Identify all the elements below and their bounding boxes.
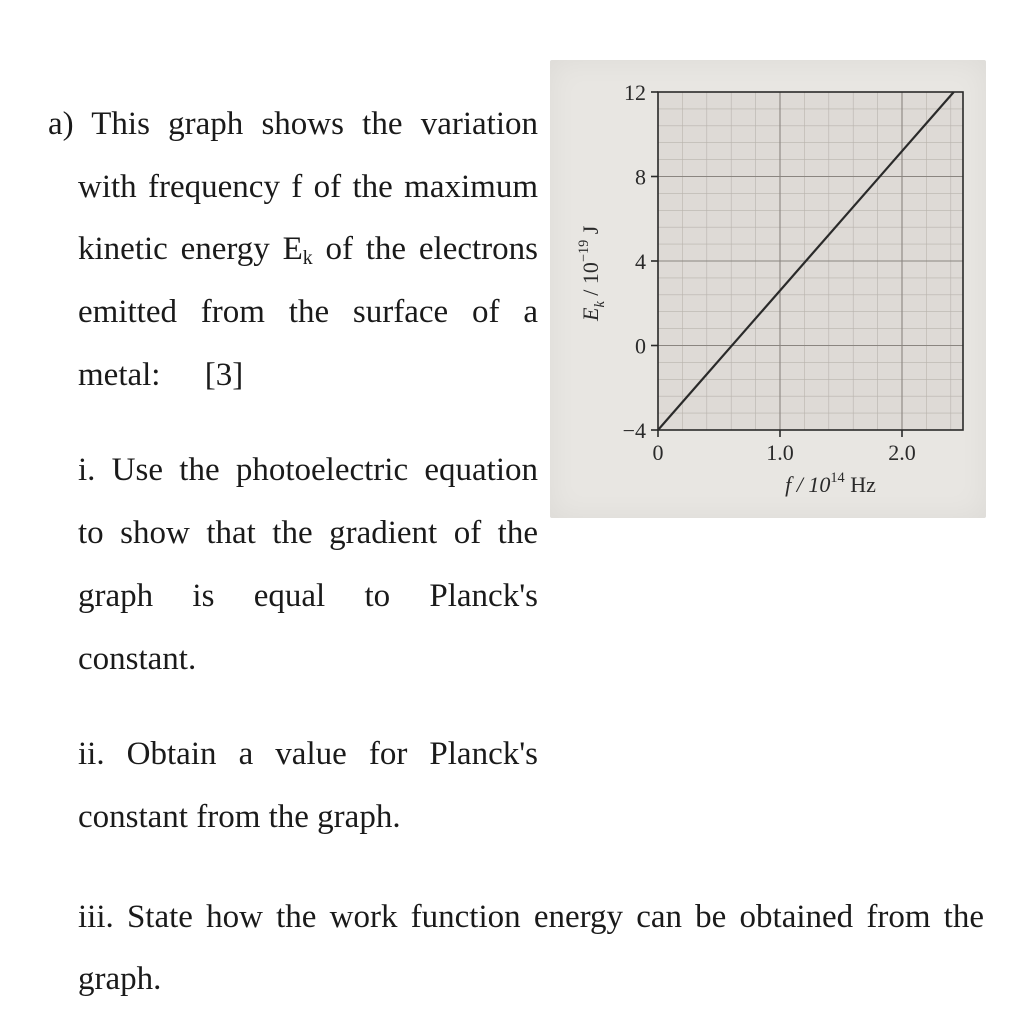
intro-sub-k: k: [303, 247, 313, 269]
part-ii: ii. Obtain a value for Planck's constant…: [48, 723, 538, 848]
marks-label: [3]: [235, 344, 243, 407]
question-intro: a) This graph shows the variation with f…: [48, 93, 538, 406]
svg-text:8: 8: [635, 165, 646, 190]
svg-text:12: 12: [624, 80, 646, 105]
svg-text:2.0: 2.0: [888, 440, 916, 465]
part-i: i. Use the photoelectric equation to sho…: [48, 439, 538, 690]
ek-vs-f-graph: −4 0 4 8 12 0 1.0 2.0 Ek / 10−19 J f / 1014 Hz: [558, 70, 978, 510]
question-label: a): [48, 106, 74, 142]
text-column: a) This graph shows the variation with f…: [48, 60, 538, 853]
svg-text:4: 4: [635, 249, 646, 274]
part-iii: iii. State how the work function energy …: [48, 886, 984, 1011]
page: a) This graph shows the variation with f…: [0, 0, 1024, 927]
question-body: a) This graph shows the variation with f…: [48, 60, 984, 1011]
svg-text:−4: −4: [623, 418, 646, 443]
top-block: a) This graph shows the variation with f…: [48, 60, 984, 853]
graph-panel: −4 0 4 8 12 0 1.0 2.0 Ek / 10−19 J f / 1014 Hz: [550, 60, 986, 518]
svg-text:f / 1014 Hz: f / 1014 Hz: [785, 470, 876, 497]
svg-text:Ek / 10−19 J: Ek / 10−19 J: [576, 225, 608, 322]
svg-text:0: 0: [635, 334, 646, 359]
svg-text:0: 0: [653, 440, 664, 465]
svg-text:1.0: 1.0: [766, 440, 794, 465]
